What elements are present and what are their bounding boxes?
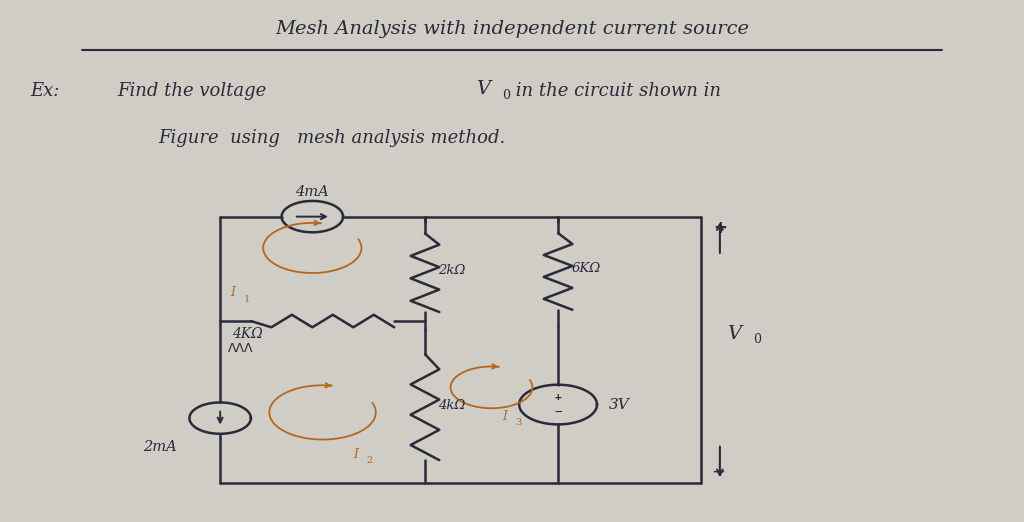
Text: 0: 0 [753, 333, 761, 346]
Text: in the circuit shown in: in the circuit shown in [510, 82, 721, 100]
Text: 3: 3 [515, 418, 521, 428]
Text: 2kΩ: 2kΩ [438, 264, 466, 277]
Text: Ex:: Ex: [31, 82, 60, 100]
Text: I: I [502, 410, 507, 423]
Text: 2mA: 2mA [143, 440, 177, 454]
Text: V: V [727, 325, 741, 343]
Text: Mesh Analysis with independent current source: Mesh Analysis with independent current s… [275, 20, 749, 38]
Text: I: I [353, 448, 358, 460]
Text: 4KΩ: 4KΩ [232, 327, 263, 341]
Text: −: − [712, 462, 726, 480]
Text: Find the voltage: Find the voltage [118, 82, 267, 100]
Text: +: + [555, 392, 561, 402]
Text: 4mA: 4mA [296, 185, 329, 198]
Text: V: V [476, 80, 490, 98]
Text: 6KΩ: 6KΩ [571, 263, 601, 275]
Text: I: I [230, 286, 236, 299]
Text: 1: 1 [244, 294, 250, 304]
Text: 0: 0 [502, 89, 510, 101]
Text: −: − [554, 406, 562, 419]
Text: Figure  using   mesh analysis method.: Figure using mesh analysis method. [159, 129, 506, 147]
Text: 2: 2 [367, 456, 373, 466]
Text: +: + [714, 219, 728, 237]
Text: ΛΛΛ: ΛΛΛ [228, 342, 254, 354]
Text: 4kΩ: 4kΩ [438, 399, 466, 412]
Text: 3V: 3V [609, 398, 630, 411]
